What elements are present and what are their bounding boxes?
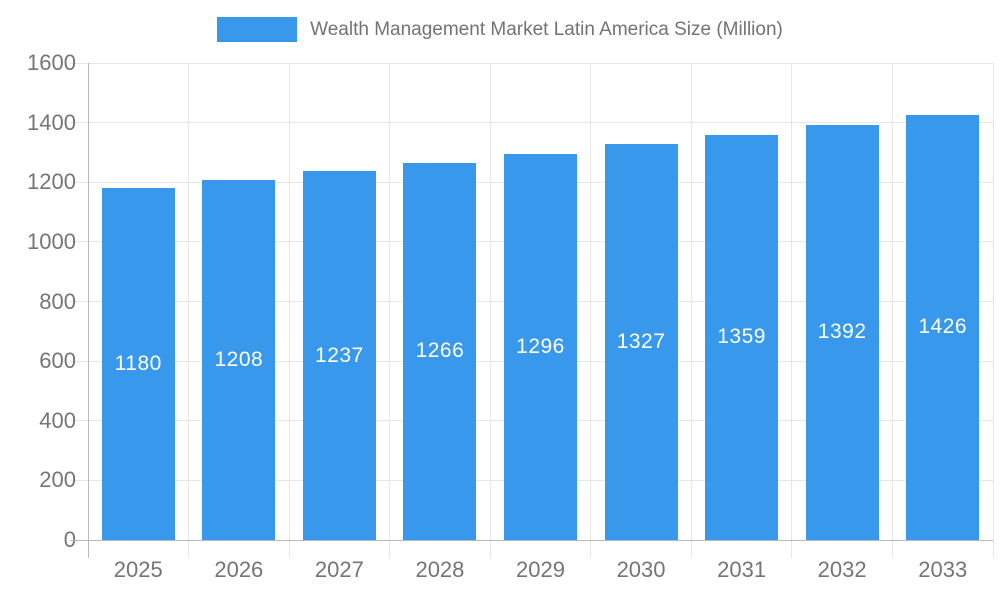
bar[interactable]: 1392 [805, 125, 879, 540]
x-tick-label: 2028 [415, 557, 465, 582]
h-gridline [70, 122, 993, 124]
v-gridline [590, 63, 592, 558]
y-tick-label: 600 [39, 348, 76, 374]
y-tick-label: 400 [39, 407, 76, 433]
x-tick-label: 2033 [918, 557, 968, 582]
x-tick-label: 2025 [113, 557, 163, 582]
x-tick-label: 2032 [817, 557, 867, 582]
x-tick-label: 2031 [717, 557, 767, 582]
y-tick-label: 1600 [27, 50, 76, 75]
x-tick-label: 2026 [214, 557, 264, 582]
x-tick-label: 2029 [516, 557, 565, 582]
bar-value-label: 1392 [817, 320, 867, 344]
y-tick-label: 1000 [27, 228, 76, 254]
legend-swatch [217, 17, 298, 42]
y-axis-line [87, 63, 89, 558]
bar[interactable]: 1296 [504, 153, 577, 540]
v-gridline [690, 63, 692, 558]
bar-value-label: 1266 [415, 339, 465, 363]
bar[interactable]: 1266 [403, 162, 477, 540]
y-tick-label: 800 [39, 288, 76, 314]
v-gridline [288, 63, 290, 558]
y-tick-label: 200 [39, 467, 76, 493]
bar-value-label: 1296 [516, 334, 565, 358]
legend-item[interactable]: Wealth Management Market Latin America S… [0, 17, 1000, 42]
v-gridline [992, 63, 994, 558]
h-gridline [70, 62, 993, 64]
v-gridline [389, 63, 391, 558]
y-tick-label: 1400 [27, 109, 76, 135]
bar-value-label: 1180 [114, 352, 162, 376]
bar[interactable]: 1426 [906, 114, 980, 540]
v-gridline [489, 63, 491, 558]
y-tick-label: 1200 [27, 169, 76, 195]
x-tick-label: 2027 [314, 557, 364, 582]
bar[interactable]: 1180 [101, 188, 175, 540]
bar[interactable]: 1327 [604, 144, 678, 540]
bar[interactable]: 1359 [705, 134, 779, 540]
x-axis-line [70, 539, 993, 541]
bar-value-label: 1359 [717, 325, 766, 349]
bar[interactable]: 1208 [202, 179, 276, 540]
x-tick-label: 2030 [616, 557, 666, 582]
v-gridline [791, 63, 793, 558]
bar[interactable]: 1237 [302, 171, 376, 540]
bar-value-label: 1237 [315, 343, 364, 367]
v-gridline [188, 63, 190, 558]
y-tick-label: 0 [63, 527, 76, 552]
v-gridline [891, 63, 893, 558]
bar-value-label: 1327 [616, 330, 666, 354]
legend-label: Wealth Management Market Latin America S… [310, 19, 783, 40]
bar-value-label: 1426 [918, 315, 968, 339]
bar-value-label: 1208 [214, 347, 264, 371]
